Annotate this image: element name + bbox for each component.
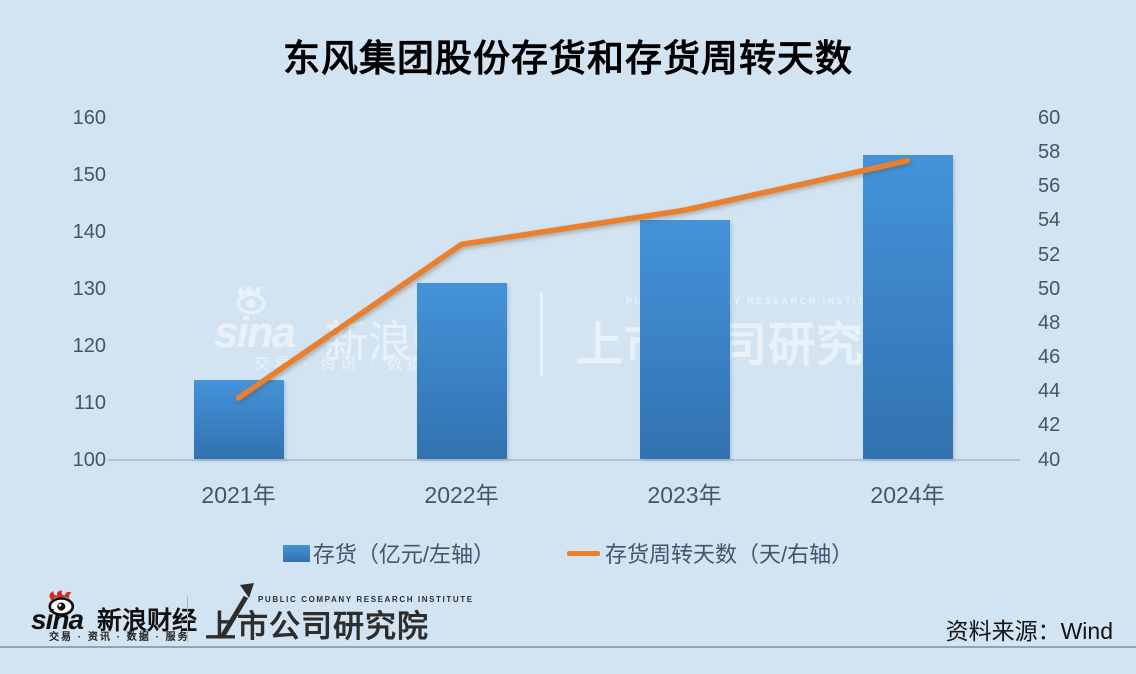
right-axis-tick-54: 54 — [1038, 209, 1061, 232]
watermark-divider — [540, 292, 543, 376]
left-axis-tick-100: 100 — [72, 448, 106, 471]
right-axis: 60 58 56 54 52 50 48 46 44 42 40 — [1038, 0, 1098, 674]
bar-2022年 — [416, 283, 507, 460]
x-axis-label-2024年: 2024年 — [870, 482, 945, 508]
chart-title: 东风集团股份存货和存货周转天数 — [283, 38, 853, 79]
turnover-days-line — [235, 157, 911, 401]
right-axis-tick-56: 56 — [1038, 175, 1061, 198]
right-axis-tick-50: 50 — [1038, 277, 1061, 300]
left-axis-tick-140: 140 — [72, 220, 106, 243]
right-axis-tick-40: 40 — [1038, 448, 1061, 471]
data-source-label: 资料来源：Wind — [945, 618, 1113, 644]
left-axis: 160 150 140 130 120 110 100 — [40, 0, 106, 674]
right-axis-tick-42: 42 — [1038, 414, 1061, 437]
right-axis-tick-48: 48 — [1038, 311, 1061, 334]
right-axis-tick-60: 60 — [1038, 107, 1061, 129]
legend-item-inventory: 存货（亿元/左轴） — [282, 537, 495, 569]
left-axis-tick-120: 120 — [72, 334, 106, 357]
bar-swatch-icon — [282, 544, 310, 562]
footer-divider — [187, 596, 188, 642]
bar-2024年 — [862, 154, 953, 460]
right-axis-tick-44: 44 — [1038, 380, 1061, 403]
bar-2023年 — [639, 220, 730, 460]
x-axis-label-2021年: 2021年 — [201, 482, 276, 508]
left-axis-tick-160: 160 — [72, 107, 106, 129]
sina-eye-icon — [48, 590, 75, 616]
x-axis-label-2023年: 2023年 — [647, 482, 722, 508]
left-axis-tick-130: 130 — [72, 277, 106, 300]
arrow-up-icon — [219, 583, 254, 639]
legend-item-turnover-days-label: 存货周转天数（天/右轴） — [605, 542, 854, 567]
legend-item-turnover-days: 存货周转天数（天/右轴） — [567, 537, 853, 569]
sina-finance-label: 新浪财经 — [97, 607, 198, 635]
institute-label: 上市公司研究院 — [205, 609, 429, 644]
institute-en-label: PUBLIC COMPANY RESEARCH INSTITUTE — [258, 595, 474, 604]
right-axis-tick-46: 46 — [1038, 346, 1061, 369]
sina-tagline: 交易 · 资讯 · 数据 · 服务 — [49, 632, 190, 643]
sina-logo-text: sina — [31, 604, 84, 635]
right-axis-tick-58: 58 — [1038, 141, 1061, 164]
legend: 存货（亿元/左轴） 存货周转天数（天/右轴） — [0, 537, 1136, 569]
right-axis-tick-52: 52 — [1038, 243, 1061, 266]
line-swatch-icon — [567, 550, 600, 556]
x-axis-line — [108, 459, 1020, 461]
footer-rule — [0, 646, 1136, 648]
left-axis-tick-150: 150 — [72, 163, 106, 186]
watermark-sina-text: sina — [214, 308, 296, 357]
bar-2021年 — [193, 379, 284, 460]
legend-item-inventory-label: 存货（亿元/左轴） — [312, 542, 495, 567]
sina-eye-icon — [236, 285, 266, 314]
x-axis-label-2022年: 2022年 — [424, 482, 499, 508]
left-axis-tick-110: 110 — [74, 391, 106, 414]
